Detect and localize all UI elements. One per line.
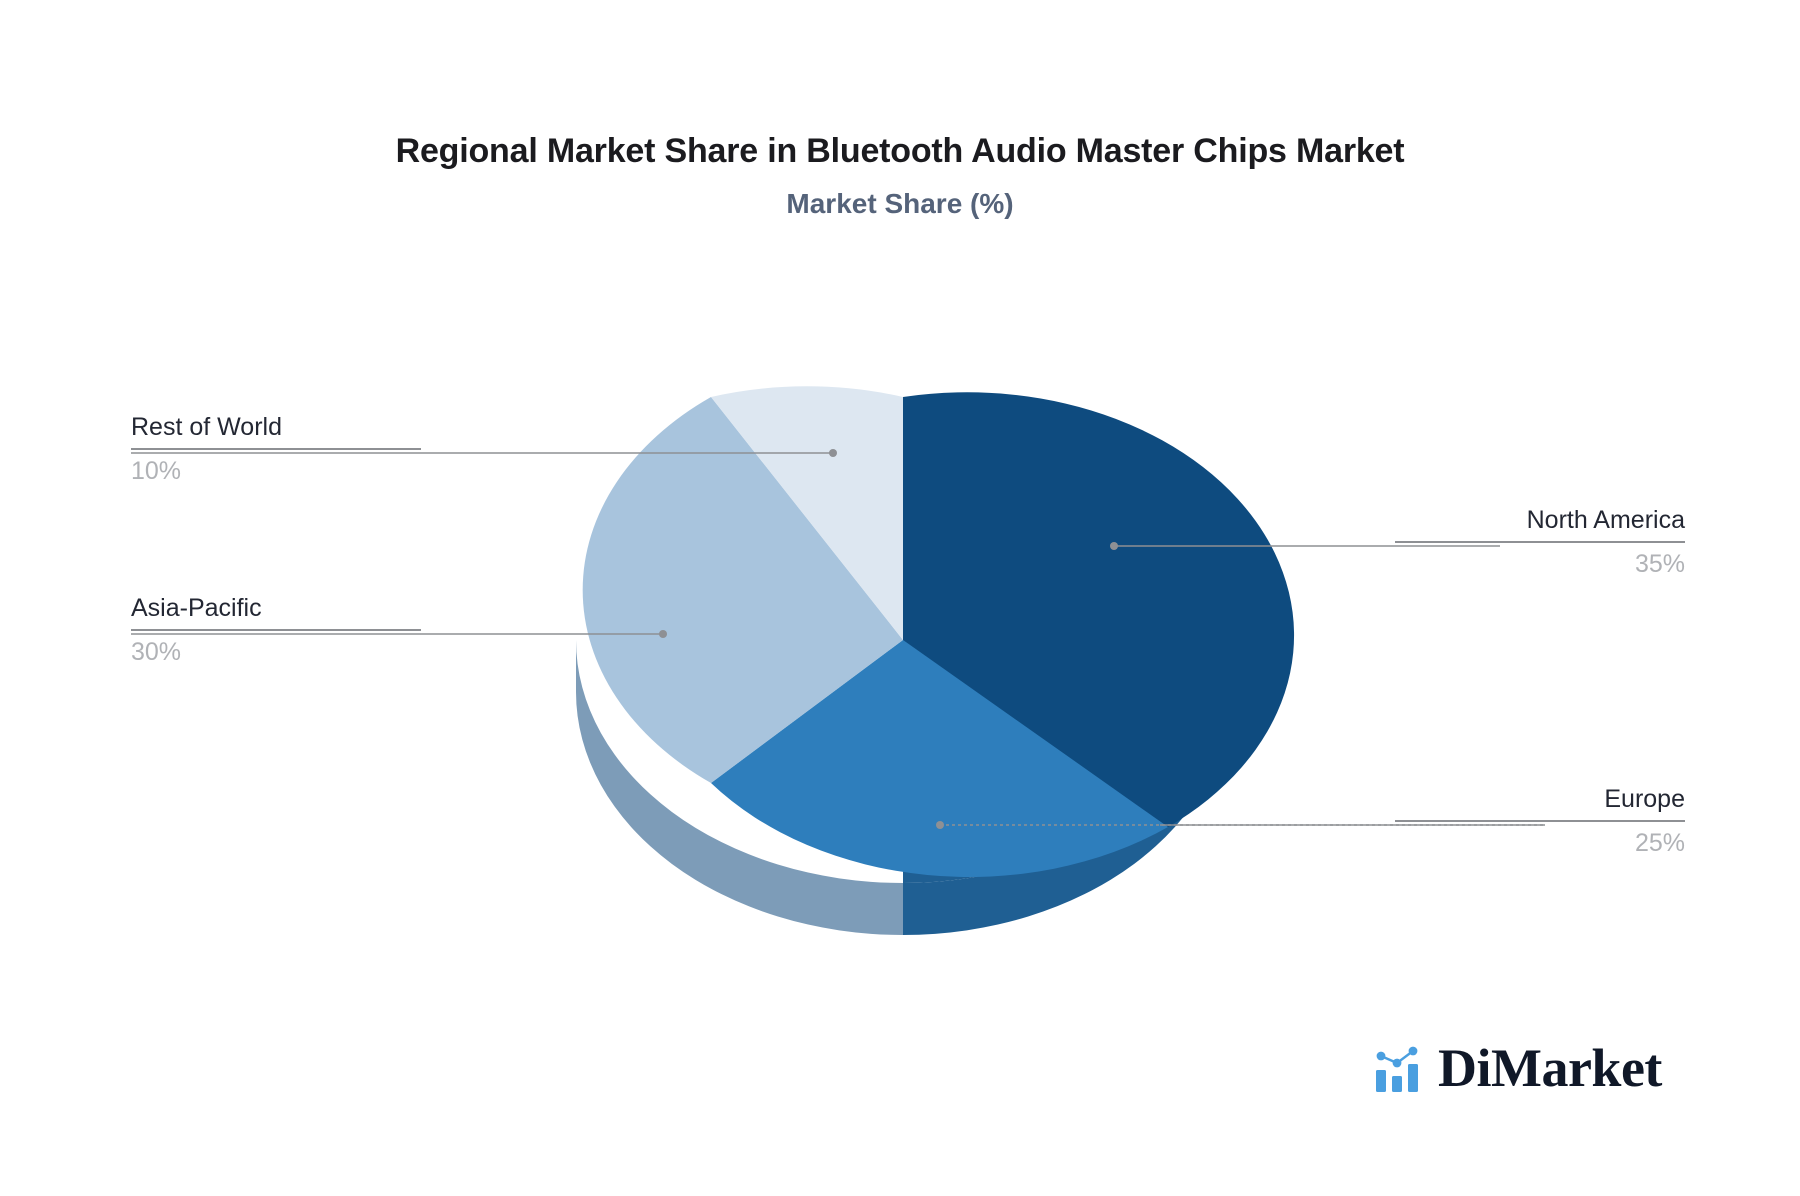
leader-lines: [131, 449, 1545, 829]
pie-label-name-rest-of-world: Rest of World: [131, 413, 282, 441]
pie-label-value-asia-pacific: 30%: [131, 638, 182, 666]
pie-label-rule-north-america: [1395, 541, 1685, 543]
pie-depth-asia-pacific: [576, 640, 903, 935]
pie-label-value-europe: 25%: [1634, 829, 1685, 857]
pie-slice-asia-pacific[interactable]: [582, 397, 903, 783]
pie-label-name-europe: Europe: [1604, 785, 1685, 813]
pie-slice-europe[interactable]: [711, 640, 1168, 877]
brand-logo: DiMarket: [1372, 1040, 1662, 1096]
pie-label-rule-asia-pacific: [131, 629, 421, 631]
chart-title: Regional Market Share in Bluetooth Audio…: [395, 132, 1405, 170]
pie-label-value-rest-of-world: 10%: [131, 457, 182, 485]
pie-slices: [582, 386, 1295, 877]
pie-label-rule-europe: [1395, 820, 1685, 822]
pie-label-name-asia-pacific: Asia-Pacific: [131, 594, 262, 622]
chart-subtitle: Market Share (%): [786, 188, 1014, 219]
brand-name: DiMarket: [1438, 1038, 1662, 1098]
bar-chart-logo-icon: [1376, 1046, 1418, 1092]
pie-slice-rest-of-world[interactable]: [711, 386, 903, 640]
pie-slice-north-america[interactable]: [903, 392, 1295, 827]
pie-label-rule-rest-of-world: [131, 448, 421, 450]
pie-label-name-north-america: North America: [1526, 506, 1685, 534]
pie-label-north-america[interactable]: North America 35%: [1395, 505, 1685, 579]
pie-label-europe[interactable]: Europe 25%: [1395, 784, 1685, 858]
pie-label-value-north-america: 35%: [1634, 550, 1685, 578]
pie-label-rest-of-world[interactable]: Rest of World 10%: [131, 412, 421, 486]
pie-label-asia-pacific[interactable]: Asia-Pacific 30%: [131, 593, 421, 667]
